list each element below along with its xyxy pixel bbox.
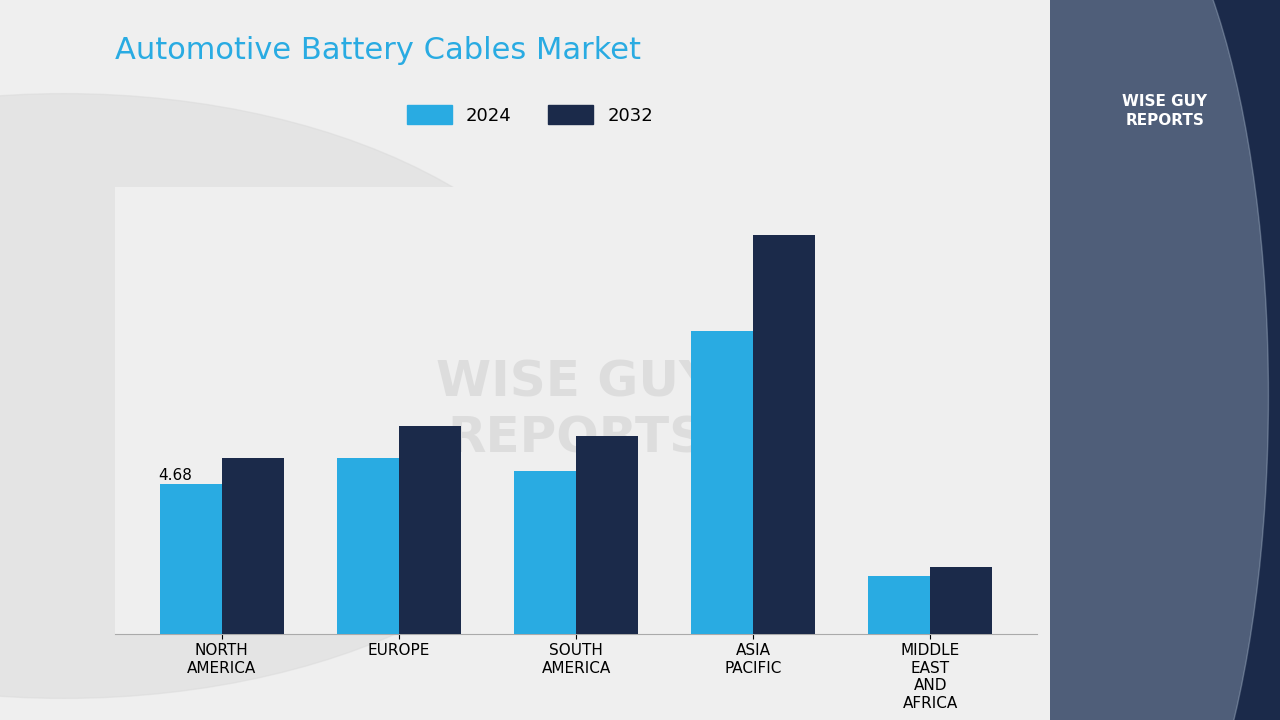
Bar (221, 458, 284, 634)
Bar (337, 458, 399, 634)
Bar (576, 436, 637, 634)
Text: WISE GUY
REPORTS: WISE GUY REPORTS (1123, 94, 1207, 128)
Text: Automotive Battery Cables Market: Automotive Battery Cables Market (115, 36, 641, 65)
Bar (691, 330, 753, 634)
Circle shape (923, 0, 1268, 720)
Bar (868, 576, 931, 634)
Bar (931, 567, 992, 634)
Text: WISE GUY
REPORTS: WISE GUY REPORTS (436, 359, 716, 462)
Bar (515, 471, 576, 634)
Text: 4.68: 4.68 (159, 467, 192, 482)
Bar (753, 235, 815, 634)
Bar (399, 426, 461, 634)
Bar (160, 485, 221, 634)
Legend: 2024, 2032: 2024, 2032 (399, 98, 660, 132)
